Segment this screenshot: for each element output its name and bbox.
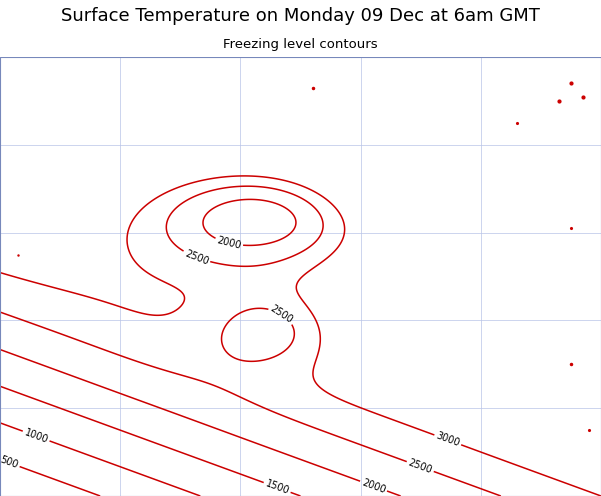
Text: 2000: 2000 [360,477,387,495]
Text: 2000: 2000 [216,235,242,251]
Text: Surface Temperature on Monday 09 Dec at 6am GMT: Surface Temperature on Monday 09 Dec at … [61,7,540,25]
Text: 3000: 3000 [435,431,461,449]
Text: Freezing level contours: Freezing level contours [223,38,378,51]
Text: 1000: 1000 [23,427,49,445]
Text: 2500: 2500 [183,248,210,266]
Text: 2500: 2500 [407,458,433,476]
Text: 500: 500 [0,455,19,471]
Text: 1500: 1500 [264,479,290,496]
Text: 2500: 2500 [269,304,294,325]
